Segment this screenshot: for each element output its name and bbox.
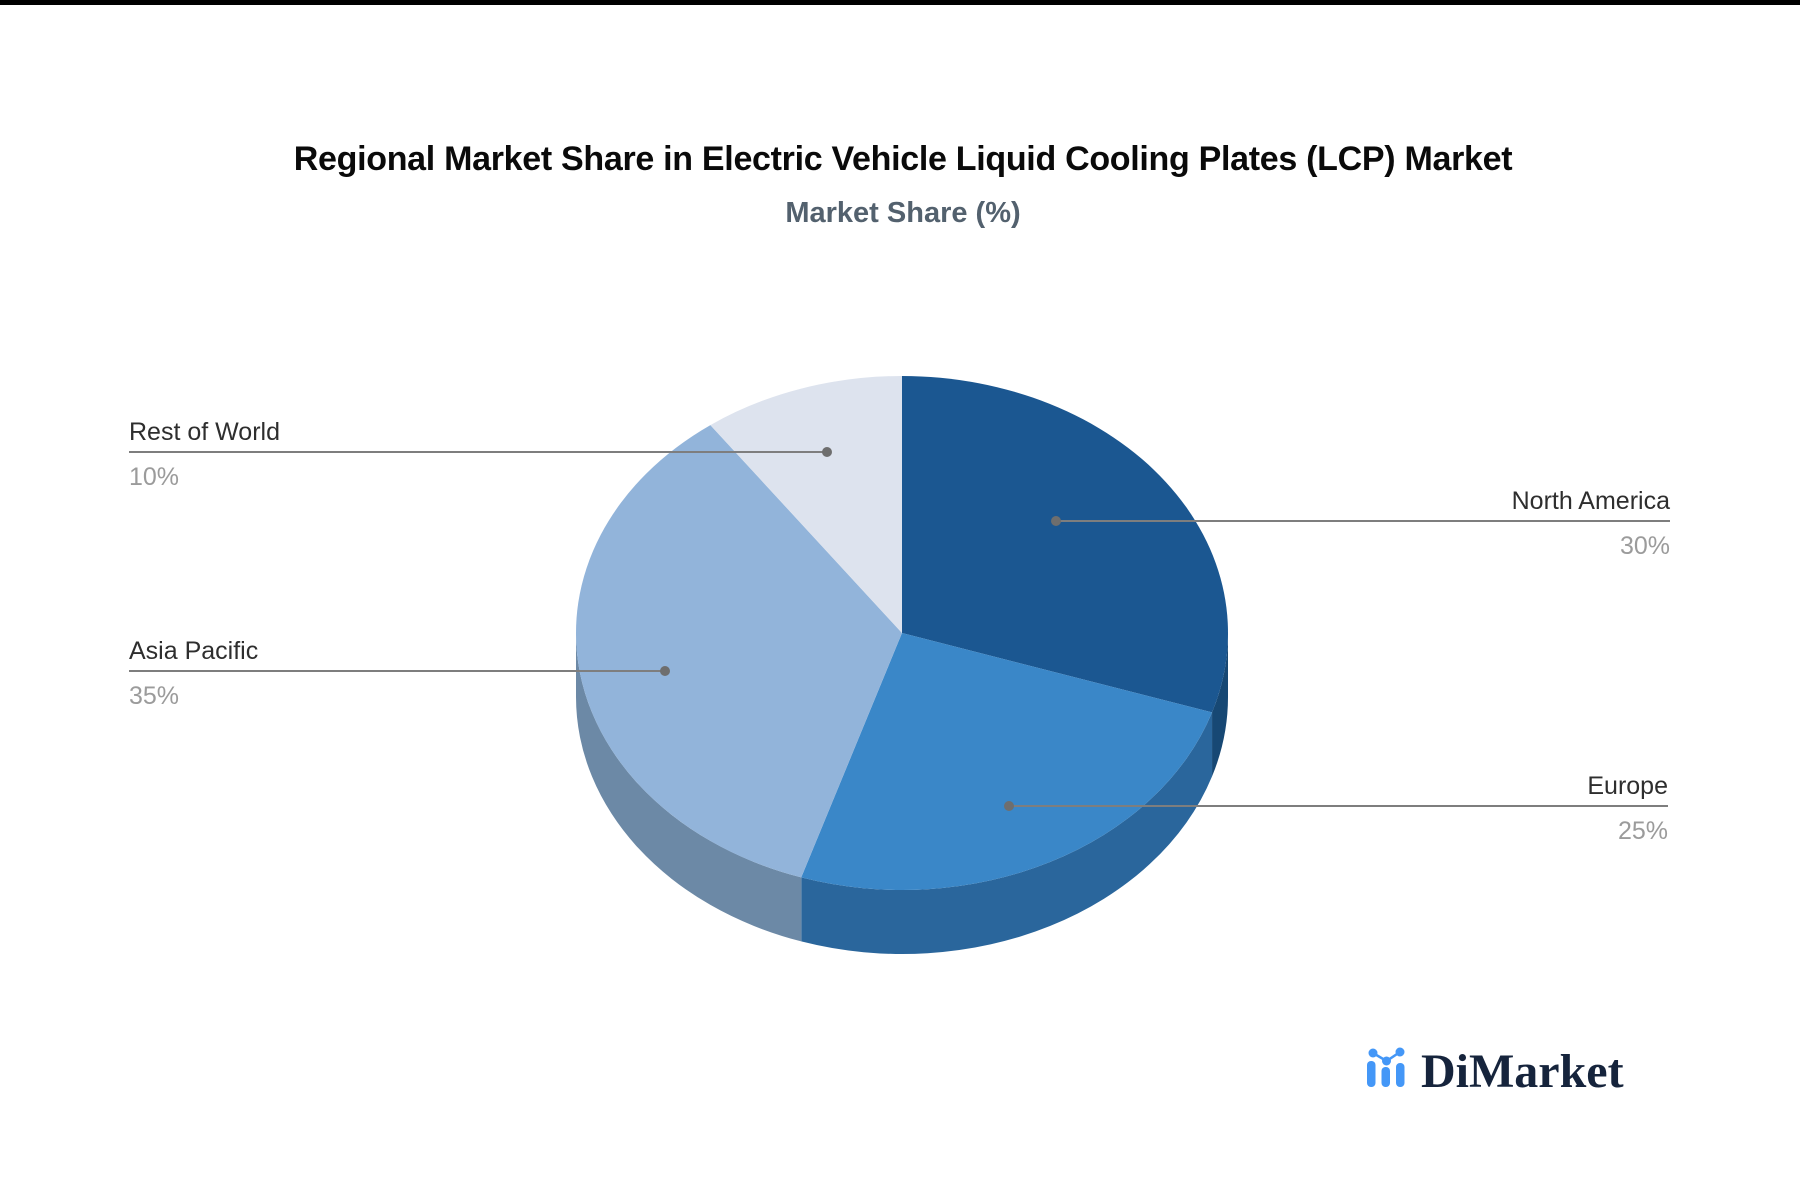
chart-subtitle: Market Share (%) [785, 197, 1020, 229]
callout-europe: Europe 25% [1004, 772, 1668, 845]
leader-dot [1051, 516, 1061, 526]
pie-slice-europe [801, 633, 1213, 891]
slice-percent: 10% [129, 463, 179, 491]
leader-dot [1004, 801, 1014, 811]
logo-text: DiMarket [1421, 1045, 1624, 1098]
slice-percent: 35% [129, 682, 179, 710]
leader-dot [822, 447, 832, 457]
callout-north-america: North America 30% [1051, 487, 1670, 560]
dimarket-logo: DiMarket [1367, 1045, 1624, 1098]
slice-label: Europe [1587, 772, 1668, 800]
pie-slice-asia-pacific-side [576, 633, 802, 942]
bar-chart-sparkline-icon [1367, 1047, 1405, 1087]
leader-dot [660, 666, 670, 676]
chart-title: Regional Market Share in Electric Vehicl… [294, 140, 1513, 178]
pie-slice-rest-of-world [710, 376, 902, 633]
slice-percent: 25% [1618, 817, 1668, 845]
callout-rest-of-world: Rest of World 10% [129, 418, 832, 491]
pie-slice-north-america-side [1212, 633, 1228, 777]
slice-label: Rest of World [129, 418, 280, 446]
pie-slice-europe-side [801, 712, 1213, 954]
pie-slice-asia-pacific [575, 425, 902, 878]
callout-asia-pacific: Asia Pacific 35% [129, 637, 670, 710]
pie-slice-north-america [902, 376, 1229, 713]
slice-percent: 30% [1620, 532, 1670, 560]
window-top-border [0, 0, 1800, 5]
slice-label: Asia Pacific [129, 637, 258, 665]
slice-label: North America [1512, 487, 1670, 515]
pie-chart [575, 376, 1229, 954]
